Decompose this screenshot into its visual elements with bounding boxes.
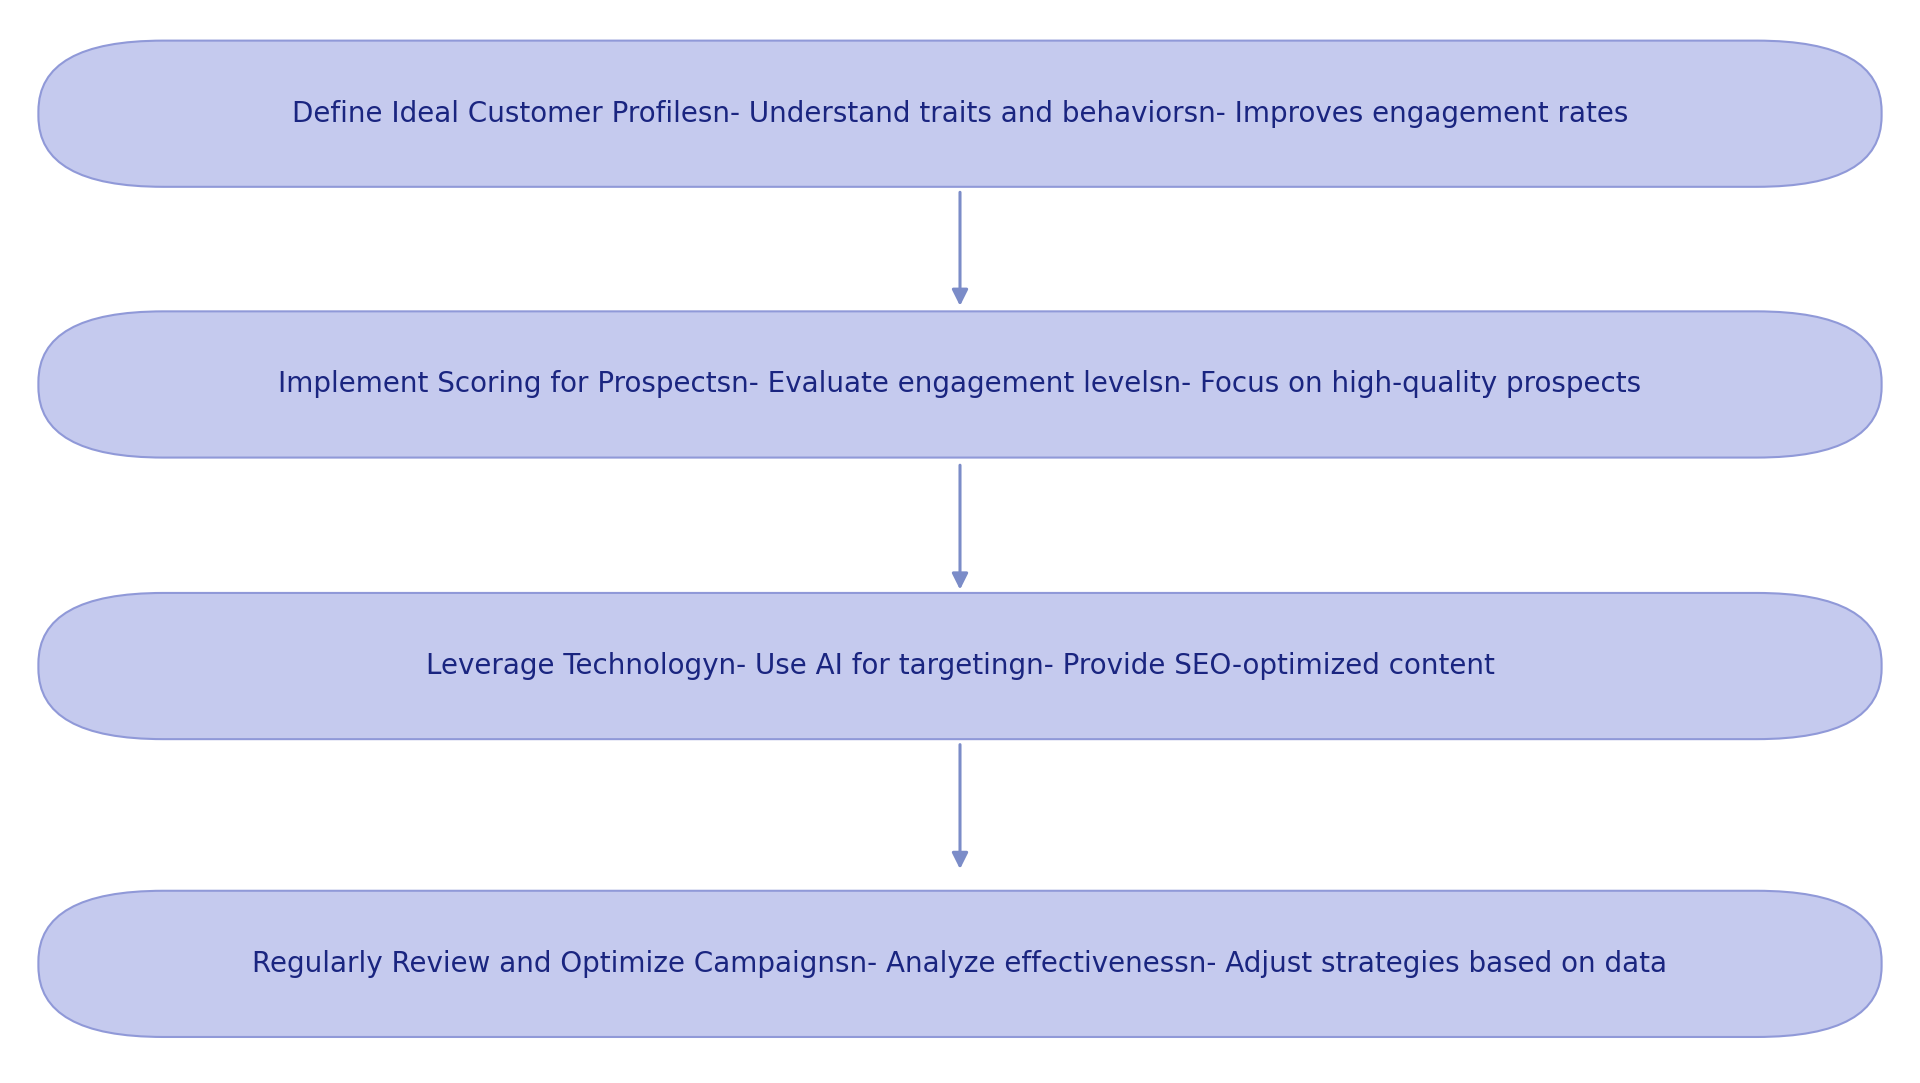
FancyBboxPatch shape [38,593,1882,739]
FancyBboxPatch shape [38,312,1882,457]
Text: Regularly Review and Optimize Campaignsn- Analyze effectivenessn- Adjust strateg: Regularly Review and Optimize Campaignsn… [253,950,1667,978]
FancyBboxPatch shape [38,40,1882,186]
Text: Leverage Technologyn- Use AI for targetingn- Provide SEO-optimized content: Leverage Technologyn- Use AI for targeti… [426,652,1494,680]
Text: Define Ideal Customer Profilesn- Understand traits and behaviorsn- Improves enga: Define Ideal Customer Profilesn- Underst… [292,100,1628,128]
FancyBboxPatch shape [38,890,1882,1038]
Text: Implement Scoring for Prospectsn- Evaluate engagement levelsn- Focus on high-qua: Implement Scoring for Prospectsn- Evalua… [278,370,1642,399]
